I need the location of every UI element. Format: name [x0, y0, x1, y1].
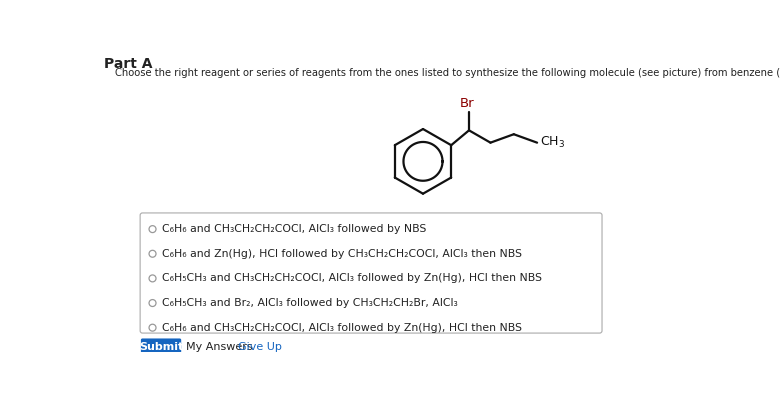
FancyBboxPatch shape [140, 213, 602, 333]
FancyBboxPatch shape [141, 339, 181, 355]
Text: C₆H₆ and Zn(Hg), HCl followed by CH₃CH₂CH₂COCl, AlCl₃ then NBS: C₆H₆ and Zn(Hg), HCl followed by CH₃CH₂C… [161, 249, 522, 259]
Text: Choose the right reagent or series of reagents from the ones listed to synthesiz: Choose the right reagent or series of re… [115, 68, 780, 78]
Text: Part A: Part A [104, 56, 152, 71]
Text: C₆H₅CH₃ and CH₃CH₂CH₂COCl, AlCl₃ followed by Zn(Hg), HCl then NBS: C₆H₅CH₃ and CH₃CH₂CH₂COCl, AlCl₃ followe… [161, 273, 542, 283]
Text: Submit: Submit [139, 342, 183, 352]
Text: Give Up: Give Up [238, 342, 282, 352]
Text: C₆H₆ and CH₃CH₂CH₂COCl, AlCl₃ followed by Zn(Hg), HCl then NBS: C₆H₆ and CH₃CH₂CH₂COCl, AlCl₃ followed b… [161, 323, 522, 333]
Text: C₆H₆ and CH₃CH₂CH₂COCl, AlCl₃ followed by NBS: C₆H₆ and CH₃CH₂CH₂COCl, AlCl₃ followed b… [161, 224, 426, 234]
Text: Br: Br [460, 96, 475, 109]
Text: My Answers: My Answers [186, 342, 253, 352]
Text: CH$_3$: CH$_3$ [541, 135, 566, 150]
Text: C₆H₅CH₃ and Br₂, AlCl₃ followed by CH₃CH₂CH₂Br, AlCl₃: C₆H₅CH₃ and Br₂, AlCl₃ followed by CH₃CH… [161, 298, 458, 308]
